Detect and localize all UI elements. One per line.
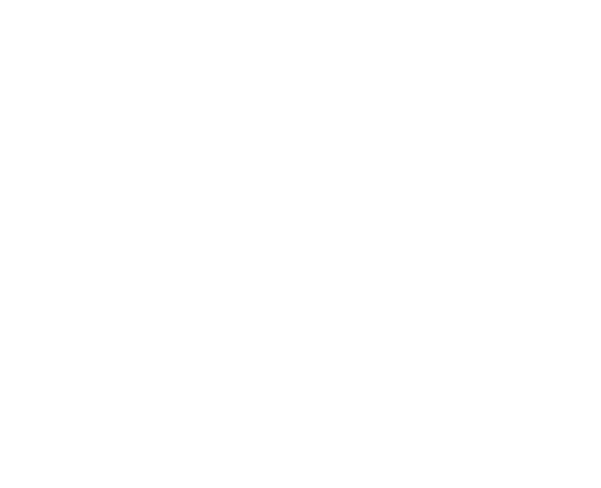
Text: Max Wave energy on Wednesday 19 Mar at 6pm CST: Max Wave energy on Wednesday 19 Mar at 6…: [80, 235, 521, 253]
